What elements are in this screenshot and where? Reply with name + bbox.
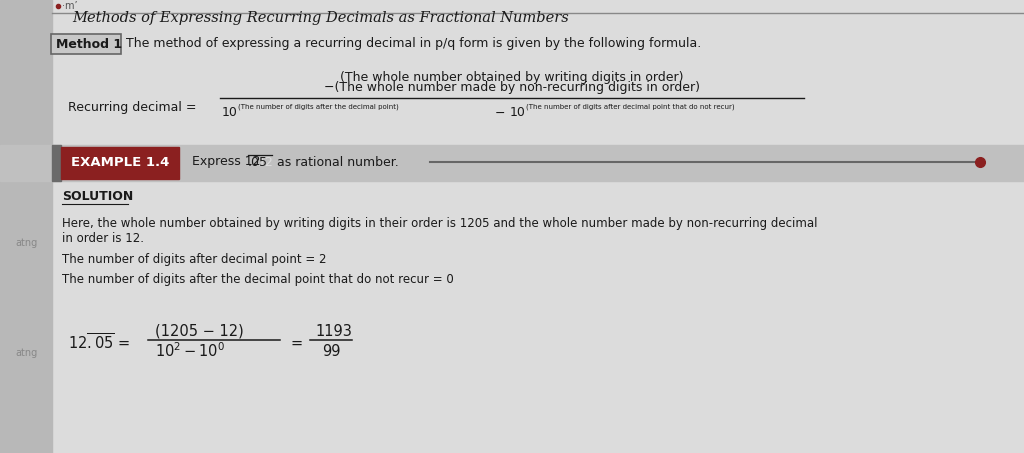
- Text: −: −: [495, 106, 506, 120]
- Bar: [0, 0, 52, 453]
- Text: Here, the whole number obtained by writing digits in their order is 1205 and the: Here, the whole number obtained by writi…: [62, 217, 817, 230]
- Text: Methods of Expressing Recurring Decimals as Fractional Numbers: Methods of Expressing Recurring Decimals…: [72, 11, 568, 25]
- Text: (The whole number obtained by writing digits in order): (The whole number obtained by writing di…: [340, 72, 684, 85]
- Text: The number of digits after decimal point = 2: The number of digits after decimal point…: [62, 254, 327, 266]
- Text: Recurring decimal =: Recurring decimal =: [68, 101, 201, 115]
- Bar: [0, 145, 1024, 181]
- Text: $12\overline{.05}$ =: $12\overline{.05}$ =: [68, 333, 130, 353]
- Text: (1205 − 12): (1205 − 12): [155, 323, 244, 338]
- Text: 10: 10: [510, 106, 526, 120]
- Text: =: =: [290, 336, 302, 351]
- Text: atng: atng: [15, 238, 37, 248]
- Text: −(The whole number made by non-recurring digits in order): −(The whole number made by non-recurring…: [324, 82, 700, 95]
- Bar: [52, 145, 61, 181]
- Text: 1193: 1193: [315, 323, 352, 338]
- Text: $\mathregular{12}$: $\mathregular{12}$: [257, 155, 273, 169]
- Text: as rational number.: as rational number.: [273, 155, 398, 169]
- Text: $10^2 - 10^0$: $10^2 - 10^0$: [155, 342, 225, 360]
- Bar: [61, 147, 179, 179]
- Text: The number of digits after the decimal point that do not recur = 0: The number of digits after the decimal p…: [62, 273, 454, 285]
- Text: ·m’: ·m’: [62, 1, 78, 11]
- Text: in order is 12.: in order is 12.: [62, 232, 144, 246]
- Text: SOLUTION: SOLUTION: [62, 191, 133, 203]
- Text: Method 1: Method 1: [56, 38, 122, 50]
- Text: EXAMPLE 1.4: EXAMPLE 1.4: [71, 156, 169, 169]
- FancyBboxPatch shape: [51, 34, 121, 54]
- Text: (The number of digits after decimal point that do not recur): (The number of digits after decimal poin…: [526, 104, 734, 110]
- Text: The method of expressing a recurring decimal in p/q form is given by the followi: The method of expressing a recurring dec…: [126, 38, 701, 50]
- Text: atng: atng: [15, 348, 37, 358]
- Text: 10: 10: [222, 106, 238, 120]
- Text: 99: 99: [322, 343, 341, 358]
- Text: Express 12: Express 12: [193, 155, 260, 169]
- Text: (The number of digits after the decimal point): (The number of digits after the decimal …: [238, 104, 398, 110]
- Text: .05: .05: [248, 155, 268, 169]
